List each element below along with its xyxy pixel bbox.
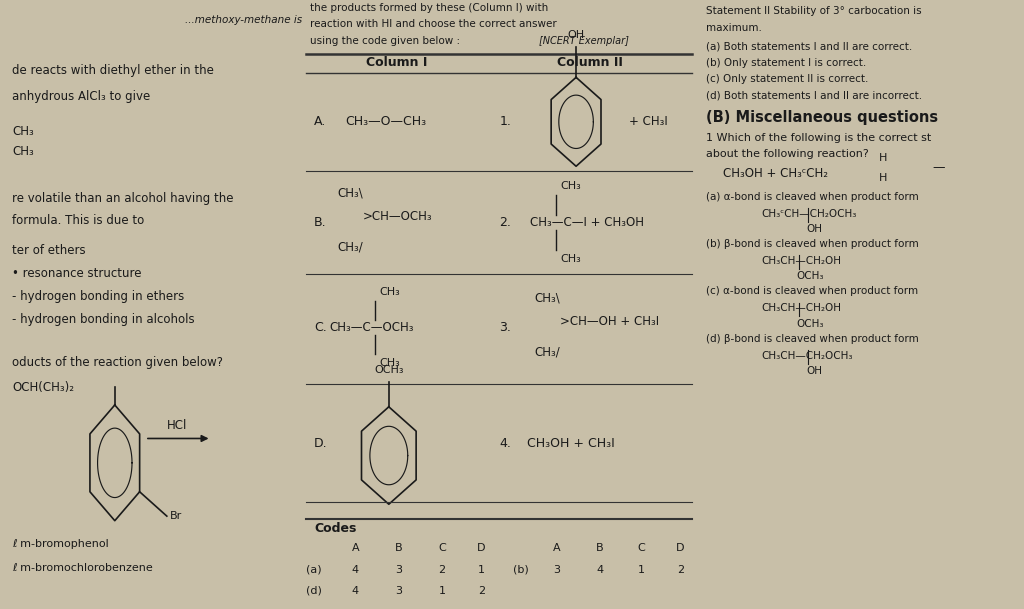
Text: - hydrogen bonding in ethers: - hydrogen bonding in ethers bbox=[12, 290, 184, 303]
Text: ℓ m-bromophenol: ℓ m-bromophenol bbox=[12, 539, 109, 549]
Text: C: C bbox=[438, 543, 445, 553]
Text: CH₃: CH₃ bbox=[379, 287, 399, 297]
Text: 4.: 4. bbox=[499, 437, 511, 450]
Text: H: H bbox=[879, 153, 887, 163]
Text: ...methoxy-methane is: ...methoxy-methane is bbox=[185, 15, 302, 25]
Text: 1.: 1. bbox=[499, 115, 511, 128]
Text: de reacts with diethyl ether in the: de reacts with diethyl ether in the bbox=[12, 64, 214, 77]
Text: B: B bbox=[596, 543, 603, 553]
Text: oducts of the reaction given below?: oducts of the reaction given below? bbox=[12, 356, 223, 369]
Text: CH₃\: CH₃\ bbox=[338, 186, 364, 200]
Text: CH₃CH—CH₂OH: CH₃CH—CH₂OH bbox=[762, 256, 842, 266]
Text: CH₃CH—CH₂OH: CH₃CH—CH₂OH bbox=[762, 303, 842, 313]
Text: 3: 3 bbox=[395, 565, 402, 574]
Text: D: D bbox=[676, 543, 685, 553]
Text: CH₃: CH₃ bbox=[379, 358, 399, 368]
Text: —: — bbox=[932, 161, 945, 174]
Text: A: A bbox=[351, 543, 359, 553]
Text: (a) Both statements I and II are correct.: (a) Both statements I and II are correct… bbox=[707, 41, 912, 51]
Text: CH₃: CH₃ bbox=[560, 181, 581, 191]
Text: CH₃OH + CH₃I: CH₃OH + CH₃I bbox=[526, 437, 614, 450]
Text: CH₃ᶜCH—CH₂OCH₃: CH₃ᶜCH—CH₂OCH₃ bbox=[762, 209, 857, 219]
Text: CH₃—C—OCH₃: CH₃—C—OCH₃ bbox=[330, 321, 414, 334]
Text: (b) β-bond is cleaved when product form: (b) β-bond is cleaved when product form bbox=[707, 239, 919, 248]
Text: (B) Miscellaneous questions: (B) Miscellaneous questions bbox=[707, 110, 938, 125]
Text: D: D bbox=[477, 543, 485, 553]
Text: re volatile than an alcohol having the: re volatile than an alcohol having the bbox=[12, 192, 233, 205]
Text: 1: 1 bbox=[638, 565, 645, 574]
Text: CH₃/: CH₃/ bbox=[535, 345, 560, 359]
Text: >CH—OH + CH₃I: >CH—OH + CH₃I bbox=[560, 315, 659, 328]
Text: 2: 2 bbox=[438, 565, 445, 574]
Text: • resonance structure: • resonance structure bbox=[12, 267, 141, 280]
Text: CH₃\: CH₃\ bbox=[535, 292, 560, 305]
Text: reaction with HI and choose the correct answer: reaction with HI and choose the correct … bbox=[310, 19, 557, 29]
Text: + CH₃I: + CH₃I bbox=[630, 115, 668, 128]
Text: anhydrous AlCl₃ to give: anhydrous AlCl₃ to give bbox=[12, 90, 151, 103]
Text: Br: Br bbox=[170, 511, 182, 521]
Text: 3: 3 bbox=[395, 586, 402, 596]
Text: C.: C. bbox=[314, 321, 327, 334]
Text: H: H bbox=[879, 173, 887, 183]
Text: OCH₃: OCH₃ bbox=[797, 271, 823, 281]
Text: A: A bbox=[553, 543, 560, 553]
Text: (b): (b) bbox=[513, 565, 528, 574]
Text: ℓ m-bromochlorobenzene: ℓ m-bromochlorobenzene bbox=[12, 563, 153, 573]
Text: CH₃—C—I + CH₃OH: CH₃—C—I + CH₃OH bbox=[530, 216, 644, 229]
Text: C: C bbox=[637, 543, 645, 553]
Text: - hydrogen bonding in alcohols: - hydrogen bonding in alcohols bbox=[12, 313, 195, 326]
Text: 1: 1 bbox=[478, 565, 485, 574]
Text: OH: OH bbox=[567, 30, 585, 40]
Text: Codes: Codes bbox=[314, 522, 356, 535]
Text: A.: A. bbox=[314, 115, 327, 128]
Text: Column II: Column II bbox=[557, 56, 623, 69]
Text: CH₃: CH₃ bbox=[12, 145, 34, 158]
Text: CH₃: CH₃ bbox=[560, 254, 581, 264]
Text: OH: OH bbox=[806, 366, 822, 376]
Text: (c) α-bond is cleaved when product form: (c) α-bond is cleaved when product form bbox=[707, 286, 919, 296]
Text: (b) Only statement I is correct.: (b) Only statement I is correct. bbox=[707, 58, 866, 68]
Text: 2: 2 bbox=[478, 586, 485, 596]
Text: OCH₃: OCH₃ bbox=[374, 365, 403, 375]
Text: 4: 4 bbox=[596, 565, 603, 574]
Text: Statement II Stability of 3° carbocation is: Statement II Stability of 3° carbocation… bbox=[707, 6, 922, 16]
Text: Column I: Column I bbox=[366, 56, 427, 69]
Text: (d): (d) bbox=[306, 586, 322, 596]
Text: 1 Which of the following is the correct st: 1 Which of the following is the correct … bbox=[707, 133, 932, 143]
Text: (a) α-bond is cleaved when product form: (a) α-bond is cleaved when product form bbox=[707, 192, 919, 202]
Text: >CH—OCH₃: >CH—OCH₃ bbox=[364, 209, 433, 223]
Text: (c) Only statement II is correct.: (c) Only statement II is correct. bbox=[707, 74, 868, 84]
Text: ter of ethers: ter of ethers bbox=[12, 244, 86, 256]
Text: 3: 3 bbox=[553, 565, 560, 574]
Text: using the code given below :: using the code given below : bbox=[310, 36, 460, 46]
Text: HCl: HCl bbox=[167, 420, 187, 432]
Text: 3.: 3. bbox=[499, 321, 511, 334]
Text: formula. This is due to: formula. This is due to bbox=[12, 214, 144, 227]
Text: CH₃: CH₃ bbox=[12, 125, 34, 138]
Text: 2: 2 bbox=[677, 565, 684, 574]
Text: 4: 4 bbox=[351, 565, 358, 574]
Text: 2.: 2. bbox=[499, 216, 511, 229]
Text: about the following reaction?: about the following reaction? bbox=[707, 149, 869, 158]
Text: OH: OH bbox=[806, 224, 822, 234]
Text: D.: D. bbox=[314, 437, 328, 450]
Text: maximum.: maximum. bbox=[707, 23, 762, 32]
Text: (d) Both statements I and II are incorrect.: (d) Both statements I and II are incorre… bbox=[707, 91, 923, 100]
Text: (d) β-bond is cleaved when product form: (d) β-bond is cleaved when product form bbox=[707, 334, 919, 343]
Text: 4: 4 bbox=[351, 586, 358, 596]
Text: CH₃/: CH₃/ bbox=[338, 240, 364, 253]
Text: B.: B. bbox=[314, 216, 327, 229]
Text: the products formed by these (Column I) with: the products formed by these (Column I) … bbox=[310, 3, 548, 13]
Text: OCH(CH₃)₂: OCH(CH₃)₂ bbox=[12, 381, 74, 393]
Text: (a): (a) bbox=[306, 565, 322, 574]
Text: B: B bbox=[395, 543, 402, 553]
Text: 1: 1 bbox=[438, 586, 445, 596]
Text: [NCERT Exemplar]: [NCERT Exemplar] bbox=[539, 36, 629, 46]
Text: CH₃—O—CH₃: CH₃—O—CH₃ bbox=[345, 115, 427, 128]
Text: CH₃CH—CH₂OCH₃: CH₃CH—CH₂OCH₃ bbox=[762, 351, 853, 361]
Text: CH₃OH + CH₃ᶜCH₂: CH₃OH + CH₃ᶜCH₂ bbox=[723, 167, 827, 180]
Text: OCH₃: OCH₃ bbox=[797, 319, 823, 328]
